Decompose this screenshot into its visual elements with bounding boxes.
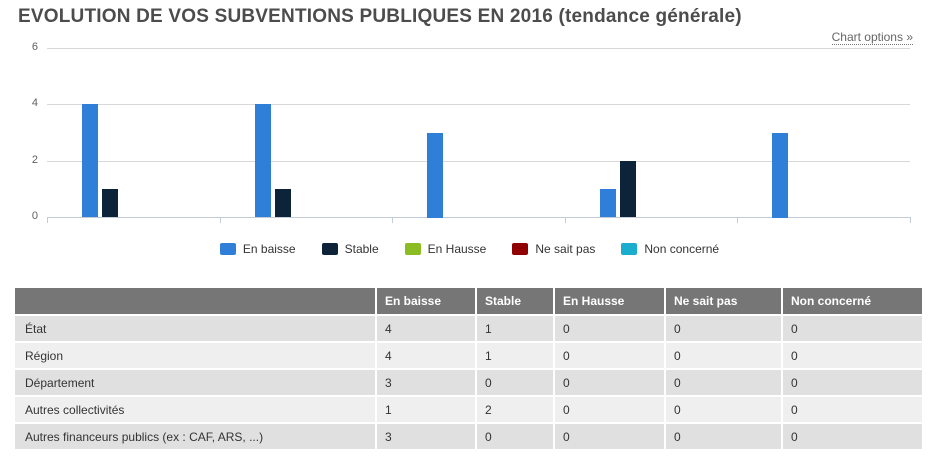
bar-stable-autres-collectivites: [619, 161, 636, 217]
legend-swatch-icon: [621, 243, 638, 255]
cell-ne-sait-pas: 0: [666, 316, 783, 341]
y-axis-tick-label: 6: [31, 41, 38, 53]
x-axis-line: [47, 217, 910, 218]
cell-ne-sait-pas: 0: [666, 397, 783, 422]
chart-legend: En baisse Stable En Hausse Ne sait pas Non c…: [0, 242, 939, 256]
chart-options-link[interactable]: Chart options »: [831, 30, 913, 45]
row-label: Autres financeurs publics (ex : CAF, ARS…: [15, 424, 377, 449]
table-header: En baisse Stable En Hausse Ne sait pas Non c…: [15, 288, 922, 314]
cell-non-concerne: 0: [783, 424, 922, 449]
legend-item-en-baisse[interactable]: En baisse: [219, 242, 296, 256]
legend-item-non-concerne[interactable]: Non concerné: [621, 242, 719, 256]
x-axis-tick: [219, 217, 221, 223]
y-axis-tick-label: 4: [31, 97, 38, 109]
bar-stable-region: [274, 189, 291, 217]
bar-en-baisse-autres-collectivites: [599, 189, 616, 217]
legend-swatch-icon: [219, 243, 236, 255]
legend-item-stable[interactable]: Stable: [321, 242, 379, 256]
legend-label: Ne sait pas: [535, 242, 596, 256]
cell-en-hausse: 0: [555, 343, 666, 368]
column-header-empty: [15, 288, 377, 314]
table-row-etat: État 4 1 0 0 0: [15, 316, 922, 341]
cell-stable: 1: [477, 343, 555, 368]
cell-stable: 2: [477, 397, 555, 422]
table-row-departement: Département 3 0 0 0 0: [15, 370, 922, 395]
results-table: En baisse Stable En Hausse Ne sait pas Non c…: [15, 286, 922, 451]
column-header-non-concerne: Non concerné: [783, 288, 922, 314]
x-axis-tick: [564, 217, 566, 223]
cell-en-hausse: 0: [555, 424, 666, 449]
legend-item-en-hausse[interactable]: En Hausse: [404, 242, 487, 256]
cell-stable: 0: [477, 424, 555, 449]
x-axis-tick: [392, 217, 394, 223]
gridline: [47, 161, 910, 162]
column-header-ne-sait-pas: Ne sait pas: [666, 288, 783, 314]
legend-label: Stable: [344, 242, 379, 256]
bar-en-baisse-autres-financeurs-publics-ex-caf-ars: [772, 133, 789, 218]
legend-label: En Hausse: [427, 242, 487, 256]
column-header-stable: Stable: [477, 288, 555, 314]
gridline: [47, 104, 910, 105]
cell-stable: 1: [477, 316, 555, 341]
x-axis-tick: [737, 217, 739, 223]
page-title: EVOLUTION DE VOS SUBVENTIONS PUBLIQUES E…: [18, 6, 742, 27]
bar-en-baisse-etat: [82, 104, 98, 217]
cell-en-hausse: 0: [555, 370, 666, 395]
cell-en-hausse: 0: [555, 316, 666, 341]
legend-swatch-icon: [404, 243, 421, 255]
legend-swatch-icon: [512, 243, 529, 255]
cell-ne-sait-pas: 0: [666, 343, 783, 368]
bar-en-baisse-region: [254, 104, 271, 217]
cell-en-baisse: 3: [377, 424, 477, 449]
cell-non-concerne: 0: [783, 316, 922, 341]
table-row-autres-collectivites: Autres collectivités 1 2 0 0 0: [15, 397, 922, 422]
row-label: Autres collectivités: [15, 397, 377, 422]
x-axis-tick: [910, 217, 911, 223]
cell-non-concerne: 0: [783, 397, 922, 422]
cell-en-hausse: 0: [555, 397, 666, 422]
legend-swatch-icon: [321, 243, 338, 255]
gridline: [47, 48, 910, 49]
cell-en-baisse: 3: [377, 370, 477, 395]
row-label: État: [15, 316, 377, 341]
cell-en-baisse: 4: [377, 343, 477, 368]
y-axis-tick-label: 2: [31, 154, 38, 166]
legend-label: En baisse: [242, 242, 296, 256]
row-label: Département: [15, 370, 377, 395]
cell-non-concerne: 0: [783, 343, 922, 368]
cell-ne-sait-pas: 0: [666, 424, 783, 449]
cell-en-baisse: 4: [377, 316, 477, 341]
column-header-en-hausse: En Hausse: [555, 288, 666, 314]
cell-stable: 0: [477, 370, 555, 395]
y-axis-tick-label: 0: [31, 210, 38, 222]
cell-non-concerne: 0: [783, 370, 922, 395]
legend-item-ne-sait-pas[interactable]: Ne sait pas: [512, 242, 595, 256]
x-axis-tick: [47, 217, 48, 223]
table-row-region: Région 4 1 0 0 0: [15, 343, 922, 368]
table-row-autres-financeurs-publics-ex-caf-ars: Autres financeurs publics (ex : CAF, ARS…: [15, 424, 922, 449]
bar-en-baisse-departement: [427, 133, 444, 218]
column-header-en-baisse: En baisse: [377, 288, 477, 314]
cell-ne-sait-pas: 0: [666, 370, 783, 395]
bar-stable-etat: [102, 189, 118, 217]
cell-en-baisse: 1: [377, 397, 477, 422]
bar-chart: 6 4 2 0: [31, 41, 911, 223]
row-label: Région: [15, 343, 377, 368]
legend-label: Non concerné: [644, 242, 720, 256]
